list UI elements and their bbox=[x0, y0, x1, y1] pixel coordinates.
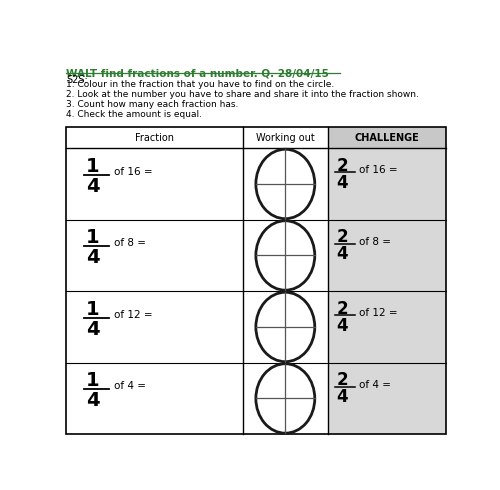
Bar bbox=[328, 127, 446, 148]
Text: 4: 4 bbox=[86, 176, 100, 196]
Text: 2: 2 bbox=[336, 156, 348, 174]
Text: 2: 2 bbox=[336, 299, 348, 318]
Ellipse shape bbox=[256, 292, 315, 362]
Bar bbox=[66, 127, 328, 148]
Text: of 8 =: of 8 = bbox=[114, 238, 146, 248]
Text: 4. Check the amount is equal.: 4. Check the amount is equal. bbox=[66, 110, 202, 120]
Text: of 12 =: of 12 = bbox=[359, 308, 398, 318]
Text: of 16 =: of 16 = bbox=[114, 167, 152, 176]
Text: 4: 4 bbox=[336, 317, 348, 335]
Text: 4: 4 bbox=[86, 391, 100, 410]
Text: 1: 1 bbox=[86, 371, 100, 390]
Text: of 4 =: of 4 = bbox=[114, 381, 146, 391]
Text: 1: 1 bbox=[86, 299, 100, 318]
Text: 3. Count how many each fraction has.: 3. Count how many each fraction has. bbox=[66, 100, 239, 109]
Text: of 8 =: of 8 = bbox=[359, 237, 391, 246]
Bar bbox=[66, 127, 446, 434]
Text: 4: 4 bbox=[86, 248, 100, 267]
Text: of 16 =: of 16 = bbox=[359, 165, 398, 175]
Bar bbox=[328, 127, 446, 434]
Text: 4: 4 bbox=[336, 389, 348, 406]
Text: 4: 4 bbox=[86, 319, 100, 339]
Ellipse shape bbox=[256, 364, 315, 433]
Text: of 12 =: of 12 = bbox=[114, 310, 152, 319]
Text: 2: 2 bbox=[336, 371, 348, 389]
Text: 1: 1 bbox=[86, 228, 100, 247]
Text: of 4 =: of 4 = bbox=[359, 380, 391, 390]
Ellipse shape bbox=[256, 149, 315, 219]
Text: 2. Look at the number you have to share and share it into the fraction shown.: 2. Look at the number you have to share … bbox=[66, 90, 419, 99]
Text: S2S:: S2S: bbox=[66, 74, 88, 85]
Text: Fraction: Fraction bbox=[135, 133, 174, 143]
Text: 4: 4 bbox=[336, 174, 348, 192]
Text: CHALLENGE: CHALLENGE bbox=[354, 133, 420, 143]
Text: WALT find fractions of a number. Q. 28/04/15: WALT find fractions of a number. Q. 28/0… bbox=[66, 68, 329, 78]
Text: 1. Colour in the fraction that you have to find on the circle.: 1. Colour in the fraction that you have … bbox=[66, 80, 334, 89]
Text: 2: 2 bbox=[336, 228, 348, 246]
Text: 4: 4 bbox=[336, 245, 348, 263]
Text: 1: 1 bbox=[86, 156, 100, 175]
Text: Working out: Working out bbox=[256, 133, 314, 143]
Ellipse shape bbox=[256, 221, 315, 290]
